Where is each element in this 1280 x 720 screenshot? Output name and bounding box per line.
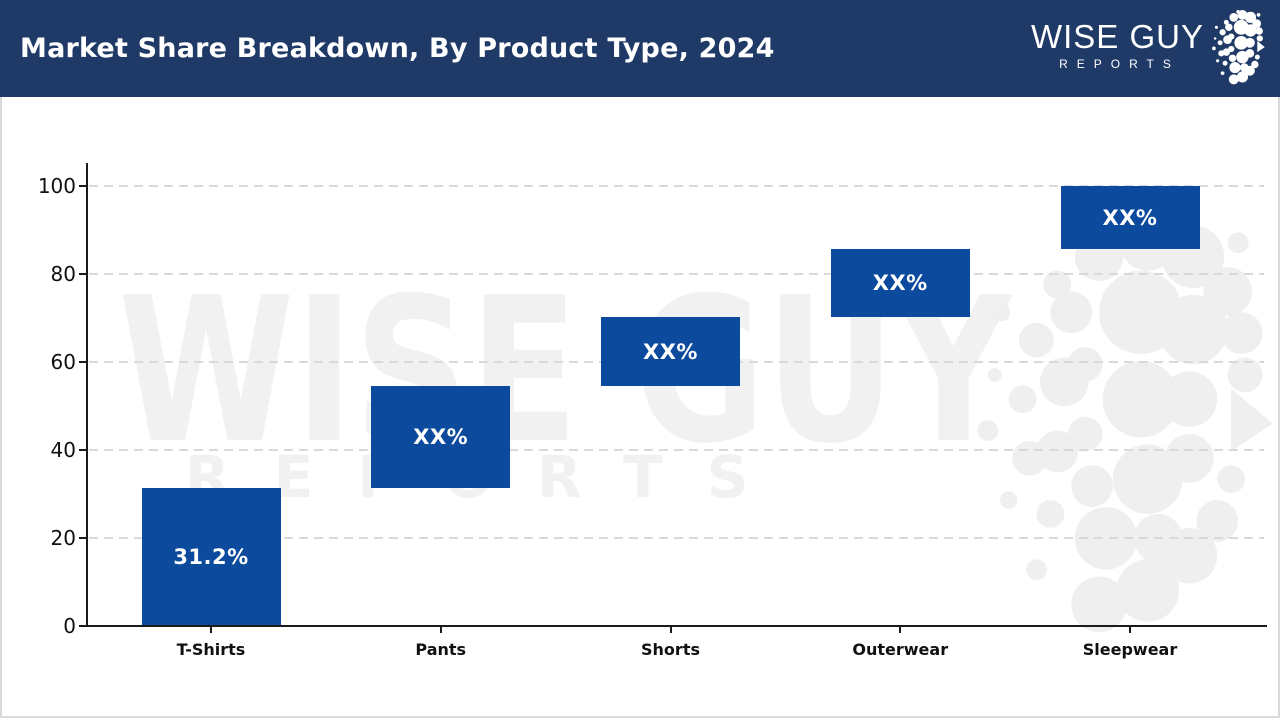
y-axis-spine	[86, 163, 88, 627]
logo-text: WISE GUY REPORTS	[1030, 18, 1204, 71]
y-tick-40	[79, 448, 87, 451]
bar-t-shirts: 31.2%	[141, 488, 281, 626]
x-tick-1	[439, 627, 442, 633]
header-bar: Market Share Breakdown, By Product Type,…	[0, 0, 1280, 97]
bar-shorts: XX%	[601, 317, 740, 387]
x-tick-3	[899, 627, 902, 633]
x-tick-0	[210, 627, 212, 633]
x-tick-2	[669, 627, 672, 633]
y-tick-100	[79, 185, 87, 188]
y-tick-label-40: 40	[50, 437, 76, 462]
y-tick-20	[79, 536, 87, 539]
page-title: Market Share Breakdown, By Product Type,…	[20, 33, 775, 64]
bar-value-label: 31.2%	[173, 544, 249, 569]
x-tick-label-3: Outerwear	[852, 640, 949, 659]
y-tick-0	[79, 624, 87, 627]
y-tick-label-0: 0	[63, 613, 76, 638]
gridline-20	[89, 536, 1264, 539]
bar-sleepwear: XX%	[1060, 186, 1200, 249]
x-axis-spine	[85, 625, 1267, 627]
y-tick-60	[79, 360, 87, 363]
bar-value-label: XX%	[413, 425, 469, 450]
bar-value-label: XX%	[872, 270, 928, 295]
y-tick-label-20: 20	[50, 525, 76, 550]
bar-value-label: XX%	[643, 339, 698, 364]
x-tick-label-2: Shorts	[641, 640, 700, 659]
gridline-80	[89, 272, 1264, 275]
watermark-face-icon	[977, 214, 1273, 633]
bar-outerwear: XX%	[830, 248, 970, 317]
bar-value-label: XX%	[1102, 205, 1158, 230]
x-tick-label-1: Pants	[415, 640, 467, 659]
x-tick-label-4: Sleepwear	[1082, 640, 1178, 659]
logo-face-icon	[1212, 9, 1265, 85]
brand-logo: WISE GUY REPORTS	[1014, 4, 1266, 94]
gridline-40	[89, 448, 1264, 451]
y-tick-label-60: 60	[50, 349, 76, 374]
x-tick-4	[1129, 627, 1131, 633]
logo-name: WISE GUY	[1030, 18, 1204, 55]
logo-sub: REPORTS	[1059, 56, 1180, 71]
y-tick-label-100: 100	[37, 174, 76, 199]
x-tick-label-0: T-Shirts	[176, 640, 246, 659]
y-tick-label-80: 80	[50, 261, 76, 286]
y-tick-80	[79, 272, 87, 275]
bar-pants: XX%	[371, 386, 511, 489]
gridline-100	[89, 185, 1264, 188]
